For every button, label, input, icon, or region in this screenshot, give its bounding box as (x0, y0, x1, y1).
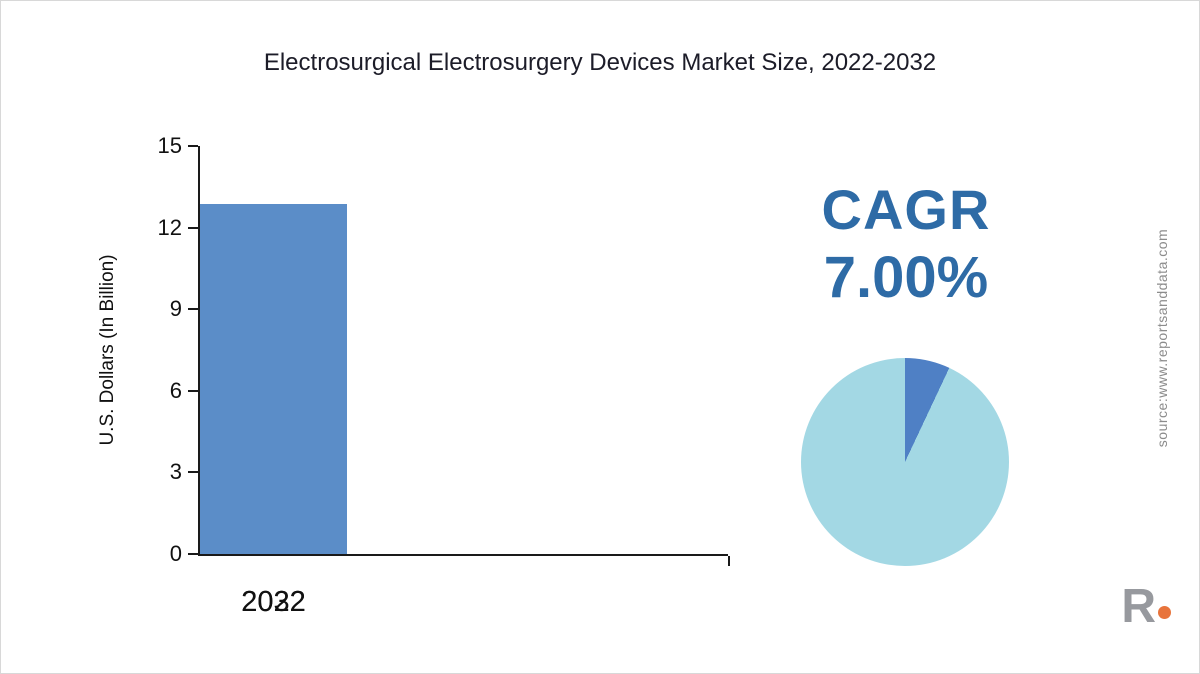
y-tick-label: 6 (169, 377, 182, 403)
y-tick-label: 9 (169, 296, 182, 322)
cagr-label: CAGR (821, 178, 991, 241)
y-tick-label: 0 (169, 541, 182, 566)
y-tick-label: 12 (157, 214, 182, 240)
logo-dot-icon (1158, 605, 1171, 619)
y-tick-mark (188, 553, 198, 555)
chart-title: Electrosurgical Electrosurgery Devices M… (263, 49, 937, 76)
y-axis-label: U.S. Dollars (In Billion) (97, 254, 118, 446)
cagr-value: 7.00% (823, 244, 989, 310)
y-tick-label: 15 (157, 133, 182, 158)
x-tick-label: 2022 (241, 586, 306, 618)
cagr-block: CAGR 7.00% (771, 178, 1041, 310)
y-tick-label: 3 (169, 459, 182, 485)
y-tick-mark (188, 308, 198, 311)
source-watermark: source:www.reportsanddata.com (1154, 228, 1170, 448)
x-axis-end-tick (728, 556, 730, 566)
bar-2032 (200, 204, 347, 554)
plot-area: 0 3 6 9 12 15 2022 2032 (158, 133, 730, 618)
cagr-pie-chart (801, 358, 1009, 566)
logo-letter: R (1121, 580, 1156, 633)
y-tick-mark (188, 145, 198, 147)
reports-and-data-logo: R (1121, 583, 1171, 631)
y-tick-mark (188, 471, 198, 474)
y-tick-mark (188, 389, 198, 392)
y-tick-mark (188, 226, 198, 229)
x-tick-label: 2032 (241, 586, 306, 618)
